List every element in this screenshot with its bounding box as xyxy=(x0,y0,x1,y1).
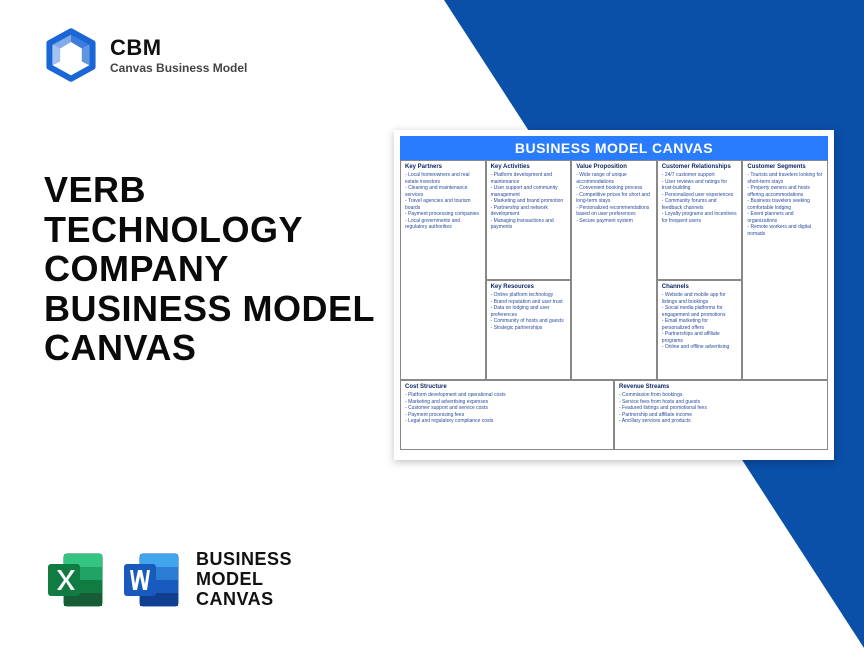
footer-line: MODEL xyxy=(196,570,292,590)
cell-body: Commission from bookingsService fees fro… xyxy=(619,392,823,425)
cell-body: Local homeowners and real estate investo… xyxy=(405,172,481,231)
brand-name: CBM xyxy=(110,35,247,61)
brand-subtitle: Canvas Business Model xyxy=(110,61,247,75)
logo-text: CBM Canvas Business Model xyxy=(110,35,247,75)
cell-body: 24/7 customer supportUser reviews and ra… xyxy=(662,172,738,224)
cell-key-resources: Key Resources Online platform technology… xyxy=(486,280,572,380)
cell-body: Wide range of unique accommodationsConve… xyxy=(576,172,652,224)
title-line: COMPANY xyxy=(44,249,375,289)
cell-revenue-streams: Revenue Streams Commission from bookings… xyxy=(614,380,828,450)
canvas-header: BUSINESS MODEL CANVAS xyxy=(400,136,828,160)
cell-title: Key Activities xyxy=(491,164,567,170)
cell-customer-segments: Customer Segments Tourists and travelers… xyxy=(742,160,828,380)
cell-title: Key Partners xyxy=(405,164,481,170)
footer-block: BUSINESS MODEL CANVAS xyxy=(44,548,292,612)
footer-line: BUSINESS xyxy=(196,550,292,570)
cell-channels: Channels Website and mobile app for list… xyxy=(657,280,743,380)
word-icon xyxy=(120,548,184,612)
excel-icon xyxy=(44,548,108,612)
cell-cost-structure: Cost Structure Platform development and … xyxy=(400,380,614,450)
canvas-sheet: BUSINESS MODEL CANVAS Key Partners Local… xyxy=(394,130,834,460)
footer-line: CANVAS xyxy=(196,590,292,610)
footer-text: BUSINESS MODEL CANVAS xyxy=(196,550,292,609)
cell-body: Website and mobile app for listings and … xyxy=(662,292,738,351)
cell-customer-relationships: Customer Relationships 24/7 customer sup… xyxy=(657,160,743,280)
logo-block: CBM Canvas Business Model xyxy=(44,28,247,82)
cell-title: Revenue Streams xyxy=(619,384,823,390)
hexagon-icon xyxy=(44,28,98,82)
cell-title: Customer Relationships xyxy=(662,164,738,170)
cell-title: Customer Segments xyxy=(747,164,823,170)
cell-title: Key Resources xyxy=(491,284,567,290)
cell-key-activities: Key Activities Platform development and … xyxy=(486,160,572,280)
page-title: VERB TECHNOLOGY COMPANY BUSINESS MODEL C… xyxy=(44,170,375,368)
cell-title: Channels xyxy=(662,284,738,290)
canvas-grid: Key Partners Local homeowners and real e… xyxy=(400,160,828,454)
cell-title: Value Proposition xyxy=(576,164,652,170)
cell-key-partners: Key Partners Local homeowners and real e… xyxy=(400,160,486,380)
title-line: TECHNOLOGY xyxy=(44,210,375,250)
cell-body: Platform development and maintenanceUser… xyxy=(491,172,567,231)
cell-body: Platform development and operational cos… xyxy=(405,392,609,425)
cell-body: Tourists and travelers looking for short… xyxy=(747,172,823,237)
title-line: BUSINESS MODEL xyxy=(44,289,375,329)
title-line: CANVAS xyxy=(44,328,375,368)
cell-title: Cost Structure xyxy=(405,384,609,390)
cell-value-proposition: Value Proposition Wide range of unique a… xyxy=(571,160,657,380)
cell-body: Online platform technologyBrand reputati… xyxy=(491,292,567,331)
title-line: VERB xyxy=(44,170,375,210)
